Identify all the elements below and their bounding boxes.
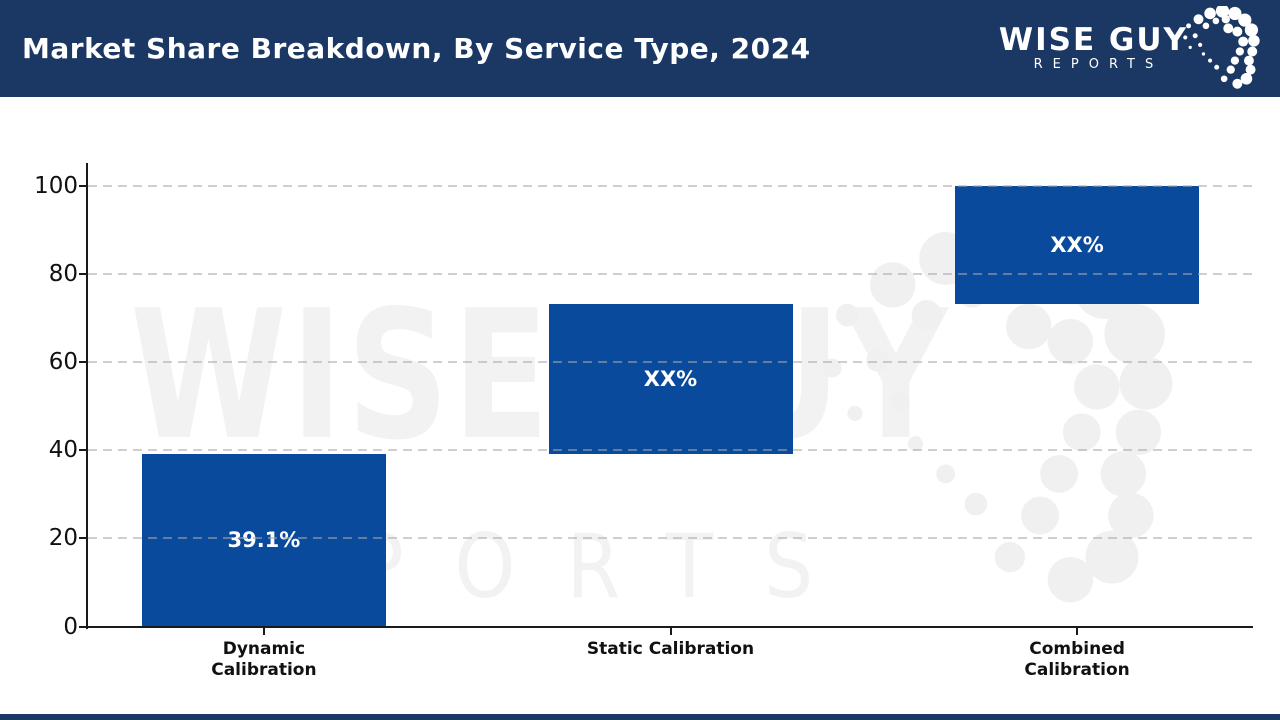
x-tick-label-line: Calibration: [211, 660, 317, 680]
y-tickmark: [79, 273, 86, 276]
y-tickmark: [79, 537, 86, 540]
y-tick-label: 60: [48, 349, 78, 376]
bar-value-label: 39.1%: [227, 528, 301, 553]
x-tick-label: Dynamic Calibration: [104, 639, 424, 681]
bar-value-label: XX%: [643, 367, 698, 392]
bar-segment: XX%: [955, 186, 1200, 305]
y-tick-label: 100: [34, 173, 78, 199]
y-tick-label: 20: [48, 525, 78, 552]
logo-subtext: REPORTS: [1033, 57, 1164, 72]
y-axis: [86, 163, 88, 629]
y-tickmark: [79, 625, 86, 628]
x-tick-label-line: Static Calibration: [586, 639, 755, 659]
x-tick-label-line: Dynamic: [222, 639, 306, 659]
x-tickmark: [669, 627, 672, 635]
y-tickmark: [79, 361, 86, 364]
bar-value-label: XX%: [1050, 233, 1104, 258]
x-tick-label-line: Calibration: [1024, 660, 1130, 680]
y-tick-label: 0: [63, 613, 78, 640]
y-tick-label: 80: [48, 261, 78, 288]
x-axis: [86, 626, 1253, 628]
gridline: [88, 537, 1253, 540]
x-tick-label-line: Combined: [1029, 639, 1125, 659]
x-tickmark: [262, 627, 265, 635]
logo-head-dots-icon: [1174, 6, 1266, 92]
bar-segment: 39.1%: [141, 454, 386, 627]
gridline: [88, 361, 1253, 364]
gridline: [88, 185, 1253, 187]
page-title: Market Share Breakdown, By Service Type,…: [22, 32, 811, 65]
x-tick-label: Combined Calibration: [917, 639, 1237, 681]
logo-wordmark: WISE GUY: [998, 22, 1188, 58]
watermark-text: WISE GUY: [130, 272, 951, 479]
gridline: [88, 273, 1253, 276]
x-tickmark: [1076, 627, 1079, 635]
y-tickmark: [79, 449, 86, 452]
header: Market Share Breakdown, By Service Type,…: [0, 0, 1280, 97]
y-tick-label: 40: [48, 437, 78, 464]
footer-bar: [0, 714, 1280, 720]
bar-segment: XX%: [548, 304, 793, 455]
gridline: [88, 449, 1253, 452]
y-tickmark: [79, 185, 86, 187]
x-tick-label: Static Calibration: [511, 639, 831, 660]
wise-guy-reports-logo: WISE GUY REPORTS: [999, 6, 1280, 92]
